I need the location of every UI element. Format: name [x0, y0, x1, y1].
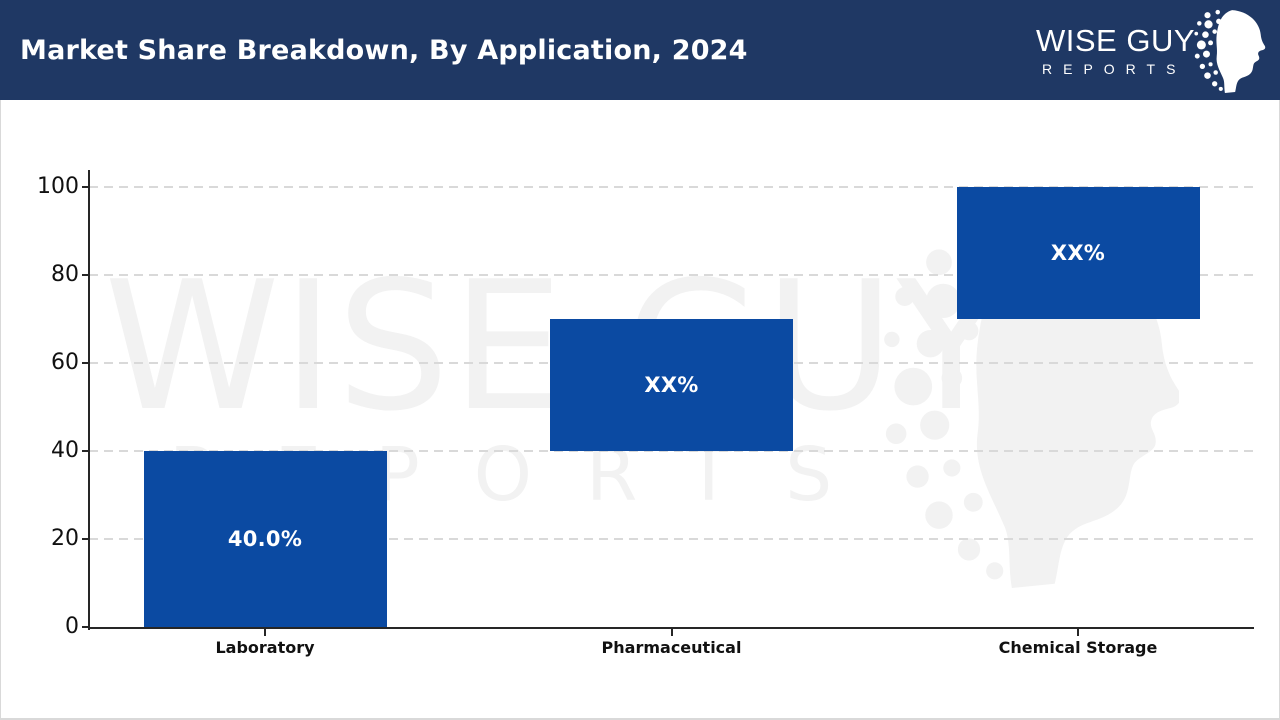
- bar-value-label: XX%: [644, 373, 699, 397]
- x-tick-2: [1077, 629, 1079, 636]
- gridline-40: [89, 450, 1254, 452]
- category-label-2: Chemical Storage: [998, 638, 1158, 657]
- y-tick-label-0: 0: [65, 614, 79, 639]
- bar-laboratory: 40.0%: [143, 451, 387, 627]
- bar-chart: 0 20 40 60 80 100 40.0% Laboratory XX% Pharmaceut…: [1, 100, 1279, 718]
- gridline-80: [89, 274, 1254, 276]
- bar-chemical-storage: XX%: [956, 187, 1200, 319]
- page-header: Market Share Breakdown, By Application, …: [0, 0, 1280, 100]
- logo-wordmark: WISE GUY: [1036, 23, 1196, 58]
- category-label-0: Laboratory: [215, 638, 315, 657]
- chart-canvas: WISE GUY REPORTS 0 20 40 60 80 100 40.0% Labora…: [0, 100, 1280, 720]
- wise-guy-reports-logo: WISE GUY REPORTS: [1036, 6, 1268, 94]
- y-tick-60: [82, 362, 89, 364]
- y-axis-spine: [87, 170, 90, 630]
- y-tick-80: [82, 274, 89, 276]
- bar-value-label: XX%: [1050, 241, 1106, 265]
- x-tick-1: [670, 629, 673, 636]
- bar-value-label: 40.0%: [227, 527, 303, 551]
- x-tick-0: [264, 629, 266, 636]
- gridline-100: [89, 186, 1254, 188]
- dotted-face-icon: [1194, 9, 1266, 93]
- x-axis-spine: [87, 626, 1254, 629]
- page-title: Market Share Breakdown, By Application, …: [20, 34, 748, 66]
- y-tick-100: [82, 186, 89, 188]
- gridline-20: [89, 538, 1254, 540]
- logo-text: WISE GUY REPORTS: [1036, 23, 1196, 77]
- y-tick-label-60: 60: [51, 350, 79, 375]
- y-tick-label-40: 40: [51, 438, 79, 463]
- y-tick-0: [82, 626, 89, 628]
- y-tick-20: [82, 538, 89, 540]
- y-tick-40: [82, 450, 89, 452]
- bar-pharmaceutical: XX%: [550, 319, 793, 451]
- logo-subtext: REPORTS: [1042, 61, 1187, 77]
- y-tick-label-100: 100: [37, 174, 79, 199]
- y-tick-label-20: 20: [51, 526, 79, 551]
- category-label-1: Pharmaceutical: [601, 638, 742, 657]
- y-tick-label-80: 80: [51, 262, 79, 287]
